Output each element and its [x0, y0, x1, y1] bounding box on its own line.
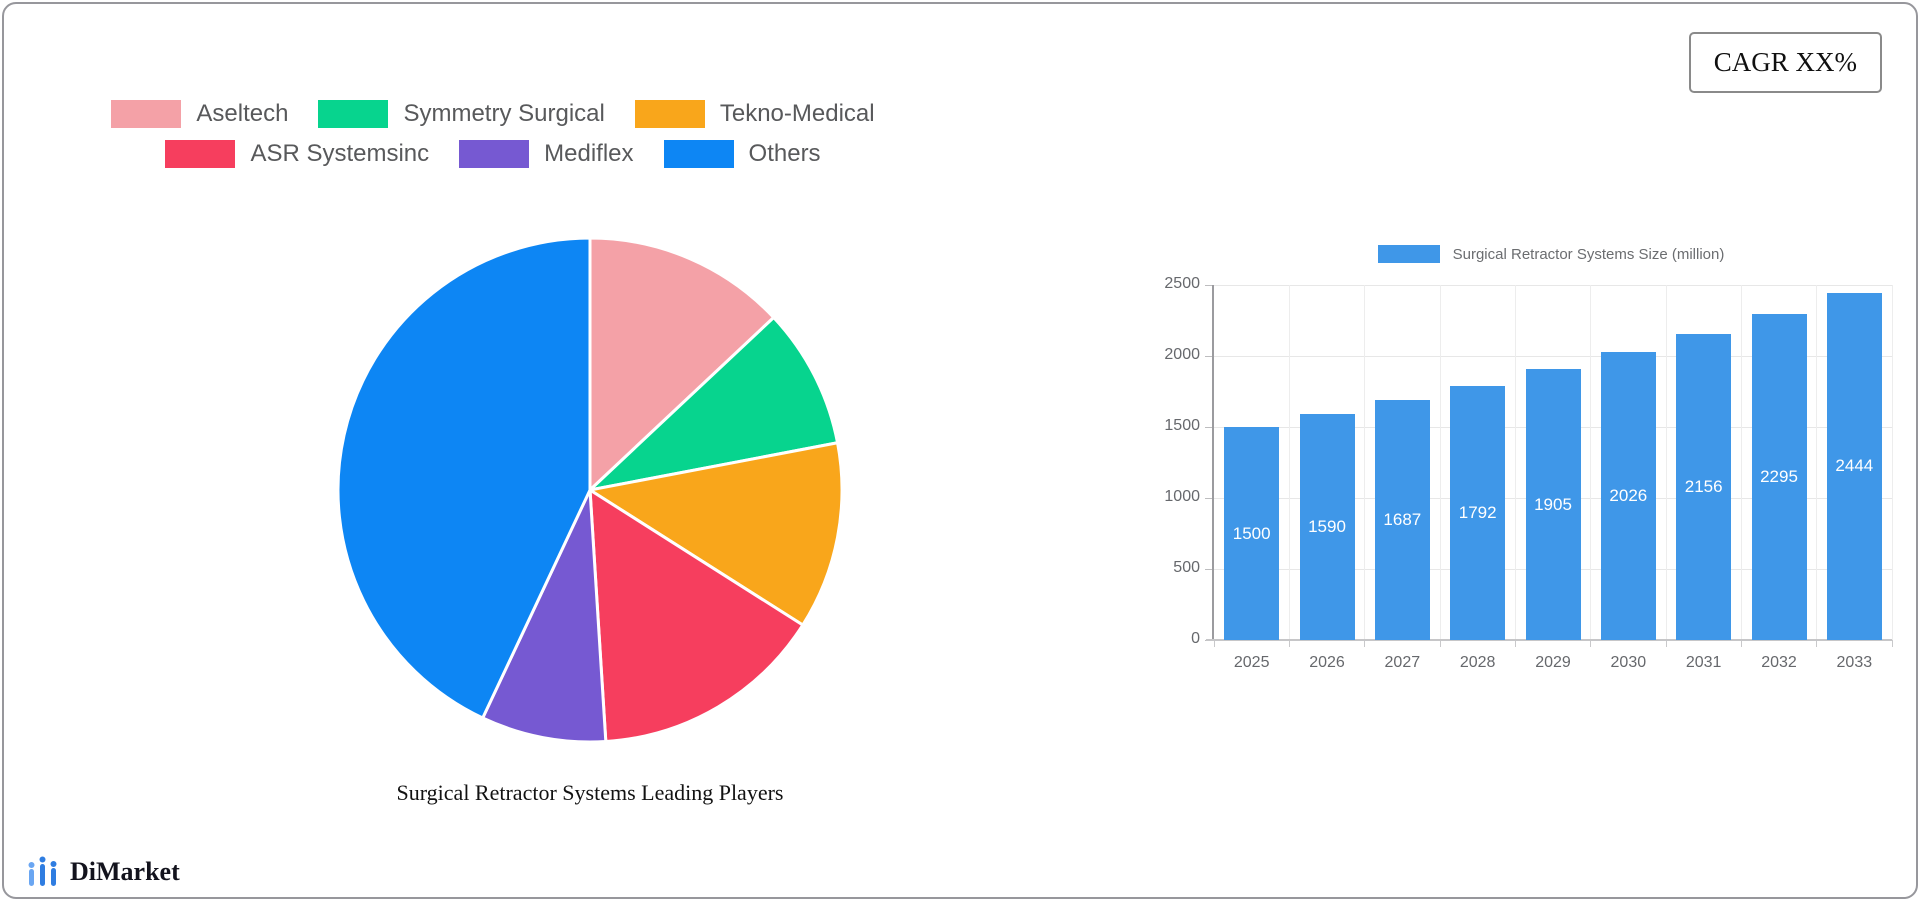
legend-color-swatch [459, 140, 530, 168]
h-gridline [1214, 284, 1892, 286]
x-axis-category-label: 2028 [1459, 654, 1496, 671]
y-axis-tick [1205, 355, 1212, 357]
v-gridline [1891, 285, 1893, 640]
cagr-badge: CAGR XX% [1688, 32, 1882, 93]
bar-legend-swatch [1377, 245, 1440, 263]
cagr-label: CAGR XX% [1713, 47, 1857, 77]
brand-name: DiMarket [70, 857, 180, 886]
legend-item-label: Aseltech [196, 100, 289, 127]
v-gridline [1364, 285, 1366, 640]
pie-legend-item-aseltech: Aseltech [111, 100, 288, 128]
bar-value-label: 2026 [1609, 486, 1648, 506]
bar-2026: 1590 [1299, 414, 1355, 640]
bar-2030: 2026 [1600, 352, 1656, 640]
x-axis-tick [1665, 640, 1667, 647]
legend-color-swatch [634, 100, 705, 128]
x-axis-tick [1288, 640, 1290, 647]
x-axis-category-label: 2026 [1309, 654, 1345, 671]
y-axis-tick-label: 2500 [1164, 275, 1200, 292]
x-axis-tick [1590, 640, 1592, 647]
bar-2032: 2295 [1751, 314, 1807, 640]
x-axis-tick [1213, 640, 1215, 647]
pie-legend-row-2: ASR Systemsinc Mediflex Others [165, 140, 821, 168]
x-axis-tick [1514, 640, 1516, 647]
bar-value-label: 2156 [1684, 476, 1723, 496]
v-gridline [1288, 285, 1290, 640]
bar-value-label: 1792 [1458, 502, 1497, 522]
pie-chart [330, 230, 850, 750]
bar-value-label: 1905 [1534, 494, 1572, 514]
x-axis-category-label: 2031 [1685, 654, 1722, 671]
pie-slice-asr-systemsinc [588, 488, 805, 743]
v-gridline [1665, 285, 1667, 640]
bar-2025: 1500 [1224, 427, 1280, 640]
x-axis-tick [1439, 640, 1441, 647]
bar-2027: 1687 [1374, 400, 1430, 640]
pie-legend-item-mediflex: Mediflex [459, 140, 634, 168]
x-axis-tick [1740, 640, 1742, 647]
x-axis-tick [1891, 640, 1893, 647]
x-axis-category-label: 2029 [1535, 654, 1571, 671]
bar-value-label: 1687 [1383, 510, 1422, 530]
legend-color-swatch [663, 140, 734, 168]
v-gridline [1514, 285, 1516, 640]
x-axis-category-label: 2027 [1384, 654, 1421, 671]
y-axis-tick-label: 0 [1191, 630, 1200, 647]
x-axis-category-label: 2025 [1233, 654, 1270, 671]
v-gridline [1590, 285, 1592, 640]
bar-2031: 2156 [1676, 333, 1732, 640]
pie-legend-item-symmetry-surgical: Symmetry Surgical [318, 100, 605, 128]
bar-chart-plot-area: 0 500 1000 1500 2000 2500 1500 2025 1590 2026 1687… [1164, 275, 1893, 671]
y-axis-tick [1205, 426, 1212, 428]
legend-item-label: Tekno-Medical [719, 100, 875, 127]
v-gridline [1816, 285, 1818, 640]
bar-value-label: 1590 [1308, 517, 1346, 537]
legend-item-label: Others [748, 140, 821, 167]
bar-chart-legend: Surgical Retractor Systems Size (million… [1212, 242, 1890, 266]
brand-watermark: DiMarket [26, 856, 180, 888]
bar-value-label: 2444 [1835, 456, 1874, 476]
pie-slice-tekno-medical [588, 441, 844, 627]
pie-chart-title: Surgical Retractor Systems Leading Playe… [396, 780, 784, 805]
bar-legend-label: Surgical Retractor Systems Size (million… [1452, 245, 1725, 263]
y-axis-tick-label: 500 [1173, 559, 1200, 576]
legend-color-swatch [111, 100, 182, 128]
y-axis-tick [1205, 568, 1212, 570]
pie-legend-item-others: Others [663, 140, 821, 168]
pie-legend-row-1: Aseltech Symmetry Surgical Tekno-Medical [111, 100, 875, 128]
y-axis-tick-label: 2000 [1164, 346, 1200, 363]
v-gridline [1740, 285, 1742, 640]
legend-item-label: Symmetry Surgical [403, 100, 605, 127]
pie-slice-symmetry-surgical [588, 315, 840, 492]
h-gridline [1214, 355, 1892, 357]
bar-2033: 2444 [1826, 292, 1882, 640]
pie-legend-item-asr-systemsinc: ASR Systemsinc [165, 140, 429, 168]
x-axis-tick [1816, 640, 1818, 647]
legend-color-swatch [318, 100, 389, 128]
pie-legend: Aseltech Symmetry Surgical Tekno-Medical A… [88, 100, 898, 168]
x-axis-category-label: 2030 [1610, 654, 1647, 671]
x-axis-line [1206, 639, 1892, 641]
pie-legend-item-tekno-medical: Tekno-Medical [634, 100, 875, 128]
bar-2028: 1792 [1450, 385, 1506, 640]
x-axis-tick [1364, 640, 1366, 647]
bar-value-label: 2295 [1760, 467, 1798, 487]
legend-color-swatch [165, 140, 236, 168]
pie-slice-mediflex [481, 488, 608, 744]
pie-slice-others [336, 236, 592, 720]
x-axis-category-label: 2032 [1761, 654, 1797, 671]
legend-item-label: ASR Systemsinc [250, 140, 430, 167]
pie-slice-aseltech [588, 236, 776, 492]
y-axis-tick [1205, 284, 1212, 286]
bar-value-label: 1500 [1232, 523, 1271, 543]
legend-item-label: Mediflex [544, 140, 634, 167]
dimarket-bars-icon [28, 856, 57, 886]
x-axis-category-label: 2033 [1836, 654, 1873, 671]
y-axis-tick [1205, 497, 1212, 499]
y-axis-tick-label: 1500 [1164, 417, 1200, 434]
bar-2029: 1905 [1525, 369, 1581, 640]
v-gridline [1439, 285, 1441, 640]
y-axis-tick-label: 1000 [1164, 488, 1200, 505]
